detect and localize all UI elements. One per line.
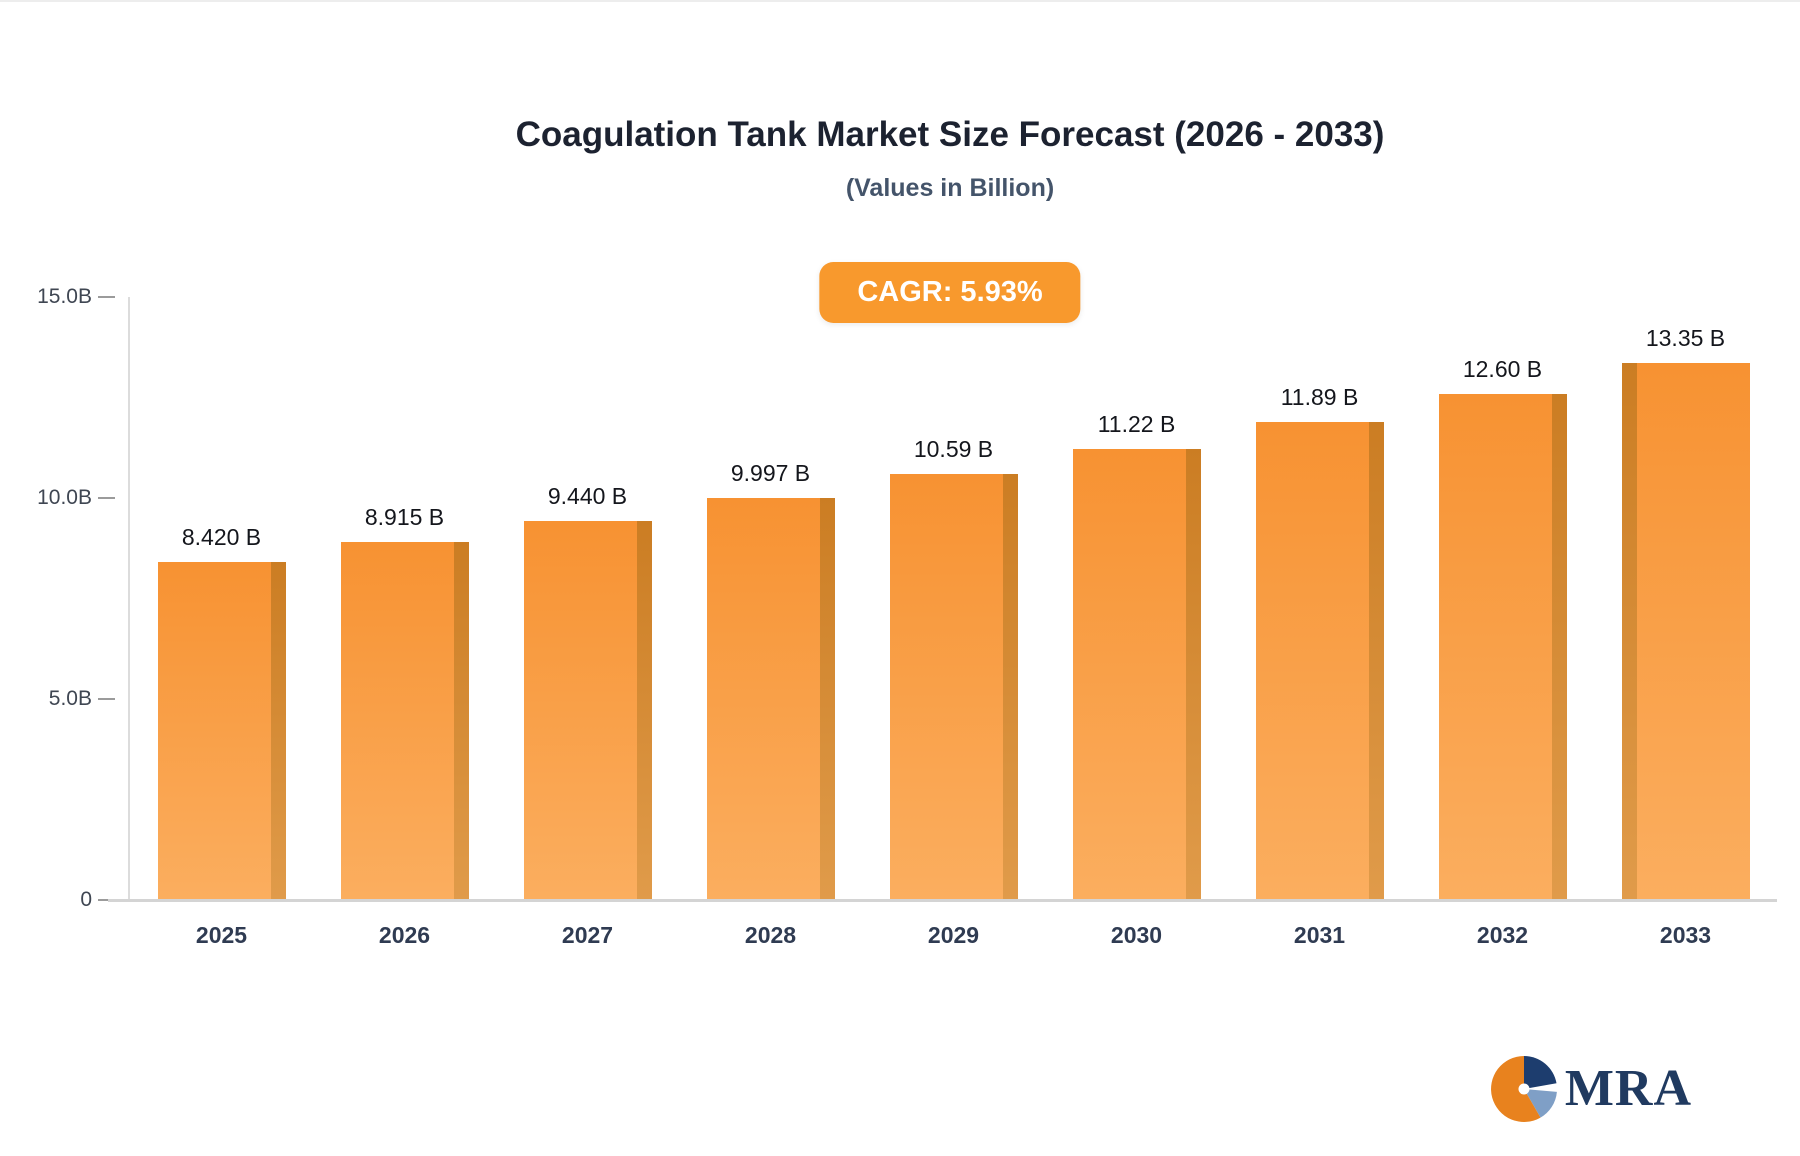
bar-column: 11.22 B 2030: [1072, 411, 1201, 948]
bar-2027: [523, 520, 652, 900]
y-axis-tick: [98, 296, 115, 298]
bar-2030: [1072, 449, 1201, 900]
y-axis-label: 10.0B: [37, 486, 92, 509]
x-axis-label: 2025: [195, 922, 248, 948]
bar-value-label: 12.60 B: [1462, 355, 1543, 382]
bar-column: 11.89 B 2031: [1255, 384, 1384, 948]
bar-series: 8.420 B 2025 8.915 B 2026 9.440 B 2027 9.997 B…: [130, 297, 1777, 948]
bar-column: 9.440 B 2027: [523, 482, 652, 948]
bar-value-label: 11.22 B: [1097, 411, 1176, 437]
bar-value-label: 10.59 B: [913, 436, 994, 463]
bar-value-label: 8.915 B: [364, 503, 445, 530]
bar-value-label: 11.89 B: [1280, 384, 1359, 410]
x-axis-label: 2026: [378, 922, 431, 948]
bar-column: 8.420 B 2025: [157, 523, 286, 948]
page-subtitle: (Values in Billion): [845, 174, 1055, 202]
logo-pie-icon: [1490, 1056, 1557, 1122]
bar-column: 13.35 B 2033: [1621, 325, 1750, 948]
x-axis-label: 2031: [1293, 922, 1346, 948]
y-axis-tick: [98, 497, 115, 499]
bar-value-label: 8.420 B: [181, 523, 262, 550]
x-axis-label: 2028: [744, 922, 797, 948]
x-axis-label: 2030: [1110, 922, 1163, 948]
bar-column: 10.59 B 2029: [889, 436, 1018, 948]
bar-column: 12.60 B 2032: [1438, 355, 1567, 948]
bar-2025: [157, 561, 286, 900]
plot-area: 15.0B 10.0B 5.0B 0 8.420 B 2025 8.915 B 2026 9.…: [37, 285, 1777, 948]
page-title: Coagulation Tank Market Size Forecast (2…: [515, 115, 1385, 154]
y-axis-label: 5.0B: [48, 687, 92, 710]
bar-column: 9.997 B 2028: [706, 460, 835, 948]
x-axis-line: [108, 899, 1777, 902]
bar-value-label: 13.35 B: [1645, 325, 1726, 352]
x-axis-label: 2033: [1659, 922, 1712, 948]
bar-2033: [1621, 363, 1750, 900]
bar-2031: [1255, 422, 1384, 900]
bar-2029: [889, 474, 1018, 900]
logo-text: MRA: [1564, 1060, 1692, 1117]
bar-2032: [1438, 393, 1567, 900]
mra-logo: MRA: [1489, 1054, 1692, 1124]
bar-2028: [706, 498, 835, 900]
y-axis-label: 0: [80, 888, 92, 911]
bar-value-label: 9.440 B: [547, 482, 628, 509]
x-axis-label: 2032: [1476, 922, 1529, 948]
x-axis-label: 2027: [561, 922, 614, 948]
bar-value-label: 9.997 B: [730, 460, 811, 487]
y-axis-tick: [98, 899, 115, 901]
x-axis-label: 2029: [927, 922, 980, 948]
y-axis-label: 15.0B: [37, 285, 92, 308]
cagr-badge: CAGR: 5.93%: [819, 262, 1081, 323]
y-axis-tick: [98, 698, 115, 700]
bar-column: 8.915 B 2026: [340, 503, 469, 948]
bar-2026: [340, 541, 469, 901]
